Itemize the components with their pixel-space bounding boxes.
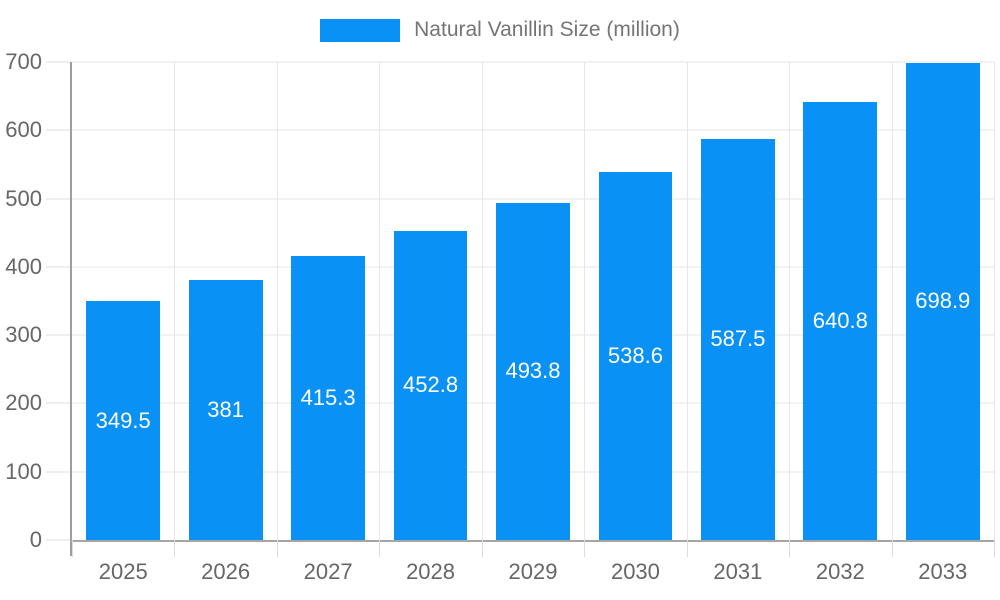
- gridline-vertical: [276, 62, 278, 540]
- x-axis-tick-label: 2031: [713, 559, 763, 584]
- gridline-vertical: [379, 62, 381, 540]
- bar-value-label: 493.8: [505, 358, 561, 384]
- gridline-vertical: [584, 62, 586, 540]
- x-axis-tick: [72, 540, 73, 557]
- x-axis-line: [70, 540, 994, 542]
- x-axis-tick: [584, 540, 586, 557]
- gridline-vertical: [891, 62, 893, 540]
- x-axis-tick: [686, 540, 688, 557]
- y-axis-tick: [46, 334, 70, 336]
- bar[interactable]: 640.8: [803, 102, 878, 540]
- bar-value-label: 698.9: [915, 288, 971, 314]
- y-axis-tick-label: 500: [5, 185, 42, 211]
- x-axis-tick: [891, 540, 893, 557]
- legend-swatch: [320, 18, 401, 42]
- plot-area: 0 100 200 300 400 500 600 700 349.5 2025 381 2026 41…: [5, 51, 995, 584]
- bar-value-label: 381: [207, 396, 245, 422]
- legend-item[interactable]: Natural Vanillin Size (million): [320, 18, 680, 42]
- x-axis-tick-label: 2028: [406, 559, 456, 584]
- y-axis-tick: [46, 539, 70, 541]
- x-axis-tick: [481, 540, 483, 557]
- gridline-horizontal: [72, 61, 994, 63]
- bar-value-label: 640.8: [812, 308, 868, 334]
- x-axis-tick-label: 2027: [303, 559, 353, 584]
- y-axis-tick-label: 600: [5, 117, 42, 143]
- y-axis-tick: [46, 129, 70, 131]
- y-axis-tick-label: 100: [5, 458, 42, 484]
- bar[interactable]: 493.8: [496, 202, 570, 540]
- x-axis-tick: [174, 540, 176, 557]
- bar-value-label: 452.8: [403, 372, 459, 398]
- gridline-horizontal: [72, 198, 994, 200]
- x-axis-tick-label: 2026: [201, 559, 251, 584]
- bar[interactable]: 587.5: [701, 138, 775, 540]
- x-axis-tick: [276, 540, 278, 557]
- x-axis-tick-label: 2032: [815, 559, 865, 584]
- y-axis-tick-label: 400: [5, 253, 42, 279]
- y-axis-tick: [46, 471, 70, 473]
- y-axis-tick: [46, 198, 70, 200]
- y-axis-line: [70, 62, 72, 556]
- bar[interactable]: 698.9: [905, 62, 980, 540]
- x-axis-tick-label: 2029: [508, 559, 558, 584]
- y-axis-tick-label: 0: [29, 527, 42, 552]
- bar[interactable]: 538.6: [598, 172, 673, 540]
- bar[interactable]: 349.5: [86, 301, 161, 540]
- y-axis-tick: [46, 402, 70, 404]
- gridline-vertical: [994, 62, 995, 540]
- x-axis-tick-label: 2030: [610, 559, 660, 584]
- x-axis-tick: [789, 540, 791, 557]
- legend-label: Natural Vanillin Size (million): [414, 18, 680, 41]
- y-axis-tick-label: 700: [5, 49, 42, 74]
- bar[interactable]: 452.8: [393, 230, 468, 540]
- y-axis-tick-label: 300: [5, 322, 42, 348]
- bar-value-label: 587.5: [710, 326, 766, 352]
- y-axis-tick-label: 200: [5, 390, 42, 416]
- x-axis-tick-label: 2025: [98, 559, 148, 584]
- bar-value-label: 538.6: [607, 343, 663, 369]
- gridline-horizontal: [72, 129, 994, 131]
- legend: Natural Vanillin Size (million): [0, 18, 1000, 42]
- gridline-vertical: [481, 62, 483, 540]
- x-axis-tick-label: 2033: [918, 559, 968, 584]
- gridline-vertical: [686, 62, 688, 540]
- gridline-vertical: [174, 62, 176, 540]
- x-axis-tick: [379, 540, 381, 557]
- bar[interactable]: 415.3: [291, 256, 365, 540]
- bar[interactable]: 381: [188, 279, 263, 540]
- x-axis-tick: [994, 540, 995, 557]
- y-axis-tick: [46, 61, 70, 63]
- bar-value-label: 349.5: [95, 407, 151, 433]
- gridline-vertical: [789, 62, 791, 540]
- bar-value-label: 415.3: [300, 385, 356, 411]
- y-axis-tick: [46, 266, 70, 268]
